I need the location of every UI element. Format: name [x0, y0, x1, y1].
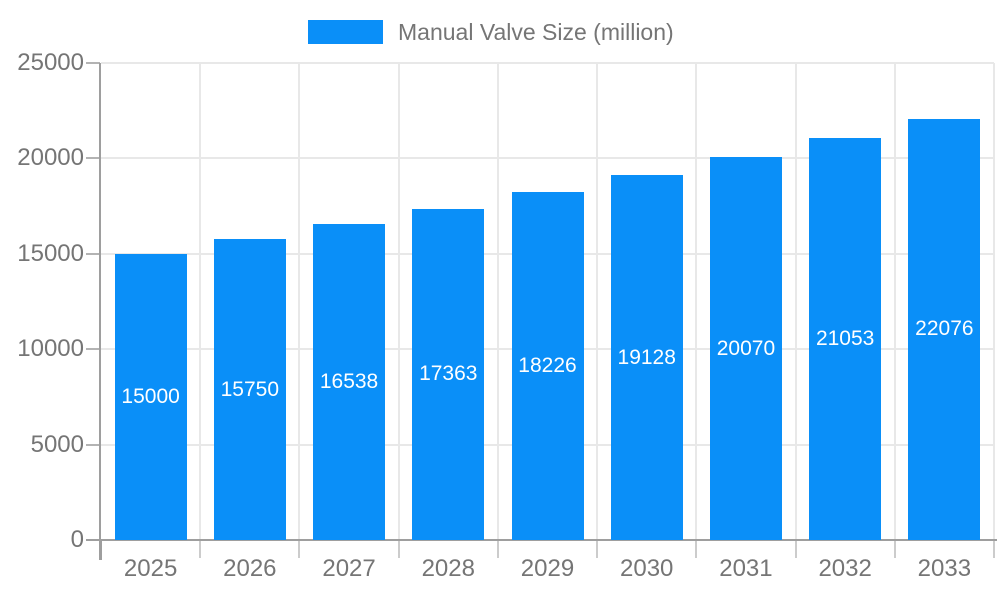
- y-tick-mark: [86, 157, 100, 160]
- x-axis-labels: 2025 2026 2027 2028 2029 2030 2031 2032 2033: [101, 556, 994, 586]
- gridline-vertical: [397, 63, 400, 540]
- y-tick-mark: [86, 252, 100, 255]
- x-tick-mark: [397, 540, 400, 558]
- x-axis-label: 2027: [322, 555, 376, 582]
- bar-2031[interactable]: [709, 157, 782, 540]
- x-tick-mark: [199, 540, 202, 558]
- bar-value-label: 21053: [815, 327, 875, 351]
- x-tick-mark: [695, 540, 698, 558]
- bar-2025[interactable]: [114, 253, 187, 540]
- plot-area: 15000 15750 16538 17363 18226 19128 20070 21053…: [86, 62, 997, 560]
- gridline-vertical: [993, 63, 995, 540]
- bar-value-label: 22076: [915, 317, 974, 341]
- x-axis-label: 2029: [520, 555, 575, 582]
- x-tick-mark: [298, 540, 301, 558]
- gridline-vertical: [496, 63, 499, 540]
- bar-value-label: 19128: [617, 345, 676, 369]
- x-tick-mark: [794, 540, 797, 558]
- y-axis-label: 0: [70, 526, 84, 553]
- bar-value-label: 20070: [716, 336, 776, 360]
- x-axis-label: 2033: [917, 555, 972, 582]
- y-tick-mark: [86, 443, 100, 446]
- bar-2027[interactable]: [313, 224, 386, 540]
- y-axis-labels: 0 5000 10000 15000 20000 25000: [0, 50, 84, 553]
- x-tick-mark: [496, 540, 499, 558]
- gridline-vertical: [298, 63, 301, 540]
- bar-2026[interactable]: [213, 239, 286, 540]
- y-axis-label: 15000: [17, 239, 84, 267]
- x-axis-label: 2026: [223, 555, 277, 582]
- gridline-vertical: [794, 63, 797, 540]
- bar-2029[interactable]: [511, 192, 584, 540]
- y-tick-mark: [86, 62, 100, 64]
- x-tick-mark: [993, 540, 995, 558]
- gridline-horizontal: [101, 62, 994, 64]
- bar-value-label: 15000: [121, 384, 180, 408]
- gridline-vertical: [596, 63, 599, 540]
- y-axis-label: 25000: [17, 49, 84, 76]
- legend-item[interactable]: Manual Valve Size (million): [308, 20, 674, 44]
- bar-2030[interactable]: [610, 175, 683, 540]
- y-axis-label: 20000: [17, 144, 84, 172]
- bar-value-label: 15750: [220, 377, 280, 401]
- bar-value-label: 16538: [319, 370, 379, 394]
- gridline-vertical: [695, 63, 698, 540]
- x-axis-label: 2031: [719, 555, 773, 582]
- bar-2033[interactable]: [908, 118, 981, 540]
- x-axis-label: 2032: [818, 555, 872, 582]
- y-axis-label: 5000: [30, 430, 84, 458]
- bar-value-label: 17363: [419, 362, 478, 386]
- legend-label: Manual Valve Size (million): [398, 19, 674, 45]
- y-axis-line: [99, 63, 101, 560]
- bar-2028[interactable]: [412, 208, 485, 540]
- gridline-vertical: [893, 63, 896, 540]
- y-tick-mark: [86, 348, 100, 351]
- x-axis-label: 2025: [123, 555, 178, 582]
- gridline-horizontal: [101, 157, 994, 160]
- gridline-vertical: [199, 63, 202, 540]
- x-tick-mark: [100, 540, 102, 560]
- x-axis-label: 2030: [620, 555, 674, 582]
- x-tick-mark: [596, 540, 599, 558]
- x-axis-line: [86, 539, 997, 541]
- bar-2032[interactable]: [809, 138, 882, 540]
- bar-value-label: 18226: [518, 354, 577, 378]
- x-tick-mark: [893, 540, 896, 558]
- y-axis-label: 10000: [17, 335, 84, 363]
- x-axis-label: 2028: [421, 555, 475, 582]
- legend-swatch: [308, 20, 383, 44]
